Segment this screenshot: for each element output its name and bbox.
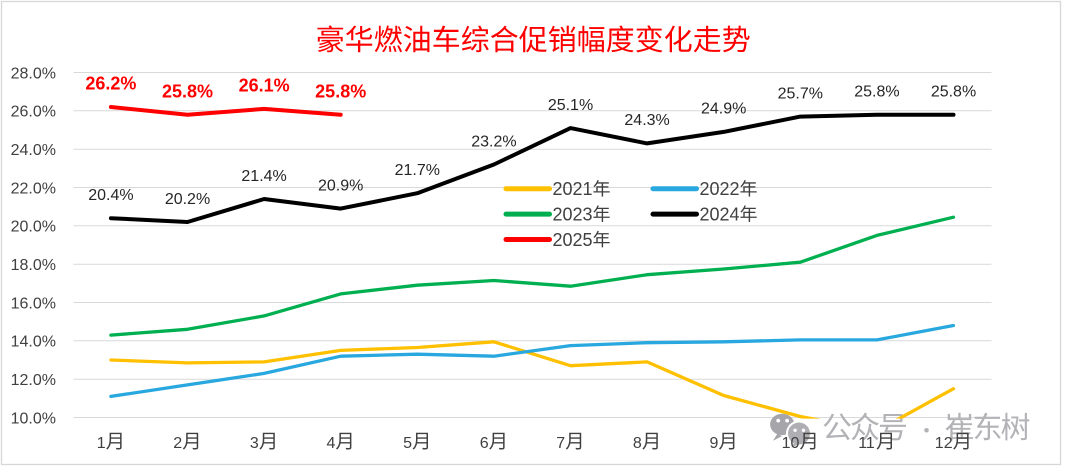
svg-text:16.0%: 16.0% (11, 295, 56, 312)
svg-text:23.2%: 23.2% (471, 133, 516, 150)
svg-text:2024: 2024 (700, 205, 740, 225)
svg-text:26.2%: 26.2% (85, 74, 136, 94)
svg-text:1: 1 (97, 435, 106, 452)
svg-text:25.8%: 25.8% (931, 84, 976, 101)
svg-text:2021: 2021 (553, 179, 593, 199)
svg-text:10: 10 (782, 435, 800, 452)
svg-text:26.1%: 26.1% (239, 76, 290, 96)
svg-text:2023: 2023 (553, 205, 593, 225)
svg-text:14.0%: 14.0% (11, 334, 56, 351)
svg-text:2: 2 (173, 435, 182, 452)
svg-text:12: 12 (935, 435, 953, 452)
svg-text:24.3%: 24.3% (624, 112, 669, 129)
svg-text:3: 3 (250, 435, 259, 452)
svg-text:25.1%: 25.1% (548, 97, 593, 114)
svg-text:20.4%: 20.4% (88, 187, 133, 204)
svg-text:25.8%: 25.8% (162, 81, 213, 101)
svg-text:11: 11 (858, 435, 875, 452)
svg-text:8: 8 (633, 435, 642, 452)
svg-text:25.8%: 25.8% (854, 84, 899, 101)
svg-text:12.0%: 12.0% (11, 372, 56, 389)
svg-text:21.7%: 21.7% (395, 162, 440, 179)
svg-text:21.4%: 21.4% (241, 168, 286, 185)
svg-text:10.0%: 10.0% (11, 410, 56, 427)
svg-text:20.9%: 20.9% (318, 177, 363, 194)
svg-text:7: 7 (556, 435, 565, 452)
svg-text:28.0%: 28.0% (11, 65, 56, 82)
svg-text:4: 4 (327, 435, 336, 452)
svg-text:20.0%: 20.0% (11, 219, 56, 236)
svg-text:9: 9 (710, 435, 719, 452)
svg-text:5: 5 (403, 435, 412, 452)
svg-text:25.8%: 25.8% (315, 81, 366, 101)
svg-text:18.0%: 18.0% (11, 257, 56, 274)
svg-text:20.2%: 20.2% (165, 191, 210, 208)
svg-text:2025: 2025 (553, 230, 593, 250)
svg-text:26.0%: 26.0% (11, 104, 56, 121)
svg-text:22.0%: 22.0% (11, 180, 56, 197)
svg-text:6: 6 (480, 435, 489, 452)
svg-text:24.0%: 24.0% (11, 142, 56, 159)
svg-text:25.7%: 25.7% (778, 85, 823, 102)
svg-text:24.9%: 24.9% (701, 101, 746, 118)
svg-text:2022: 2022 (700, 179, 740, 199)
